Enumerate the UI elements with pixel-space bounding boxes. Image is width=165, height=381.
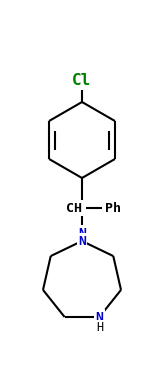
- Text: Cl: Cl: [72, 72, 92, 88]
- Text: CH: CH: [66, 202, 82, 215]
- Text: Ph: Ph: [105, 202, 121, 215]
- Text: N: N: [78, 226, 86, 240]
- Text: H: H: [96, 320, 103, 333]
- Text: N: N: [95, 311, 103, 323]
- Text: N: N: [78, 234, 86, 248]
